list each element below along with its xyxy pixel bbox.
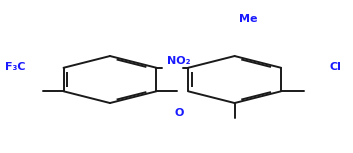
Text: F₃C: F₃C: [5, 62, 25, 72]
Text: NO₂: NO₂: [167, 56, 191, 66]
Text: O: O: [174, 108, 184, 118]
Text: Cl: Cl: [330, 62, 342, 72]
Text: Me: Me: [239, 14, 258, 24]
